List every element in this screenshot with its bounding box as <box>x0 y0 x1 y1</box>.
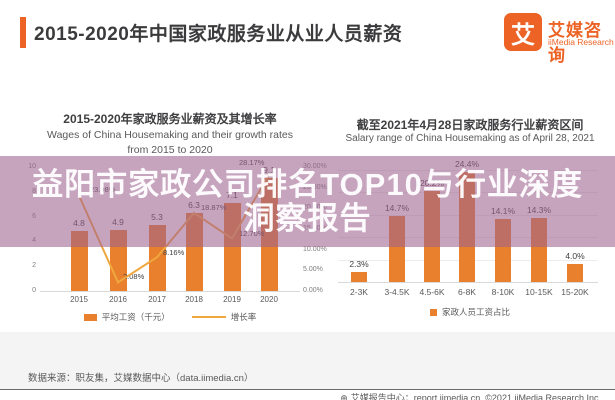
page-title: 2015-2020年中国家政服务业从业人员薪资 <box>34 24 403 45</box>
brand-name-en: iiMedia Research <box>548 37 614 47</box>
salary-bar-label: 2.3% <box>349 258 369 269</box>
left-cat-label: 2017 <box>148 295 166 304</box>
right-cat-label: 4.5-6K <box>419 287 445 297</box>
right-x-axis <box>338 282 598 283</box>
salary-bar <box>567 264 583 282</box>
right-y-tick: 5.00% <box>303 266 323 274</box>
right-chart-title: 截至2021年4月28日家政服务行业薪资区间 <box>356 118 584 132</box>
header: 2015-2020年中国家政服务业从业人员薪资 艾 艾媒咨询 iiMedia R… <box>0 0 615 65</box>
logo-glyph: 艾 <box>511 21 535 49</box>
iimedia-logo-icon: 艾 <box>504 13 542 51</box>
growth-line-swatch-icon <box>191 316 226 318</box>
left-chart-subtitle-range: from 2015 to 2020 <box>127 144 213 156</box>
growth-point-label: 8.16% <box>163 248 185 258</box>
banner-line2: 洞察报告 <box>243 200 372 236</box>
right-cat-label: 15-20K <box>561 287 589 297</box>
title-accent-bar <box>20 17 26 48</box>
right-cat-label: 6-8K <box>458 287 476 297</box>
salary-bar <box>351 271 367 282</box>
right-chart-legend: 家政人员工资占比 <box>330 306 610 318</box>
right-chart-subtitle-en: Salary range of China Housemaking as of … <box>345 133 595 144</box>
left-cat-label: 2015 <box>70 295 88 304</box>
brand-name-cn: 艾媒咨询 <box>548 21 602 65</box>
legend-salary-share-label: 家政人员工资占比 <box>441 307 510 317</box>
left-cat-label: 2016 <box>109 295 127 304</box>
avg-wage-swatch-icon <box>83 313 97 321</box>
left-y-tick: 0 <box>32 287 36 294</box>
left-y-tick: 2 <box>32 262 36 270</box>
left-chart-legend: 平均工资（千元） 增长率 <box>20 311 320 323</box>
data-source-note: 数据来源：职友集，艾媒数据中心（data.iimedia.cn） <box>28 373 254 384</box>
legend-growth-label: 增长率 <box>230 312 257 322</box>
globe-icon: ⊕ <box>340 393 348 400</box>
bottom-band <box>0 332 615 389</box>
right-cat-label: 3-4.5K <box>384 287 410 297</box>
left-cat-label: 2020 <box>260 295 278 304</box>
report-center-link: 艾媒报告中心：report.iimedia.cn <box>350 393 481 400</box>
right-cat-label: 10-15K <box>525 287 553 297</box>
copyright-text: ©2021 iiMedia Research Inc. <box>485 393 601 400</box>
salary-share-swatch-icon <box>429 308 437 316</box>
watermark-banner: 益阳市家政公司排名TOP10与行业深度 洞察报告 <box>0 156 615 247</box>
growth-point-label: 2.08% <box>123 272 145 282</box>
banner-line1: 益阳市家政公司排名TOP10与行业深度 <box>32 166 583 202</box>
left-chart-title: 2015-2020年家政服务业薪资及其增长率 <box>63 112 277 126</box>
left-cat-label: 2018 <box>185 295 203 304</box>
footer-text: ⊕ 艾媒报告中心：report.iimedia.cn ©2021 iiMedia … <box>340 391 601 400</box>
right-y-tick: 10.00% <box>303 245 327 253</box>
footer-divider <box>0 389 615 400</box>
salary-bar-label: 4.0% <box>565 251 585 261</box>
legend-avg-wage-label: 平均工资（千元） <box>101 312 170 322</box>
right-cat-label: 2-3K <box>350 287 368 297</box>
left-chart-subtitle-en: Wages of China Housemaking and their gro… <box>47 129 293 141</box>
right-cat-label: 8-10K <box>491 287 515 297</box>
right-y-tick: 0.00% <box>303 287 323 294</box>
left-cat-label: 2019 <box>223 295 241 304</box>
left-x-axis <box>40 291 300 292</box>
